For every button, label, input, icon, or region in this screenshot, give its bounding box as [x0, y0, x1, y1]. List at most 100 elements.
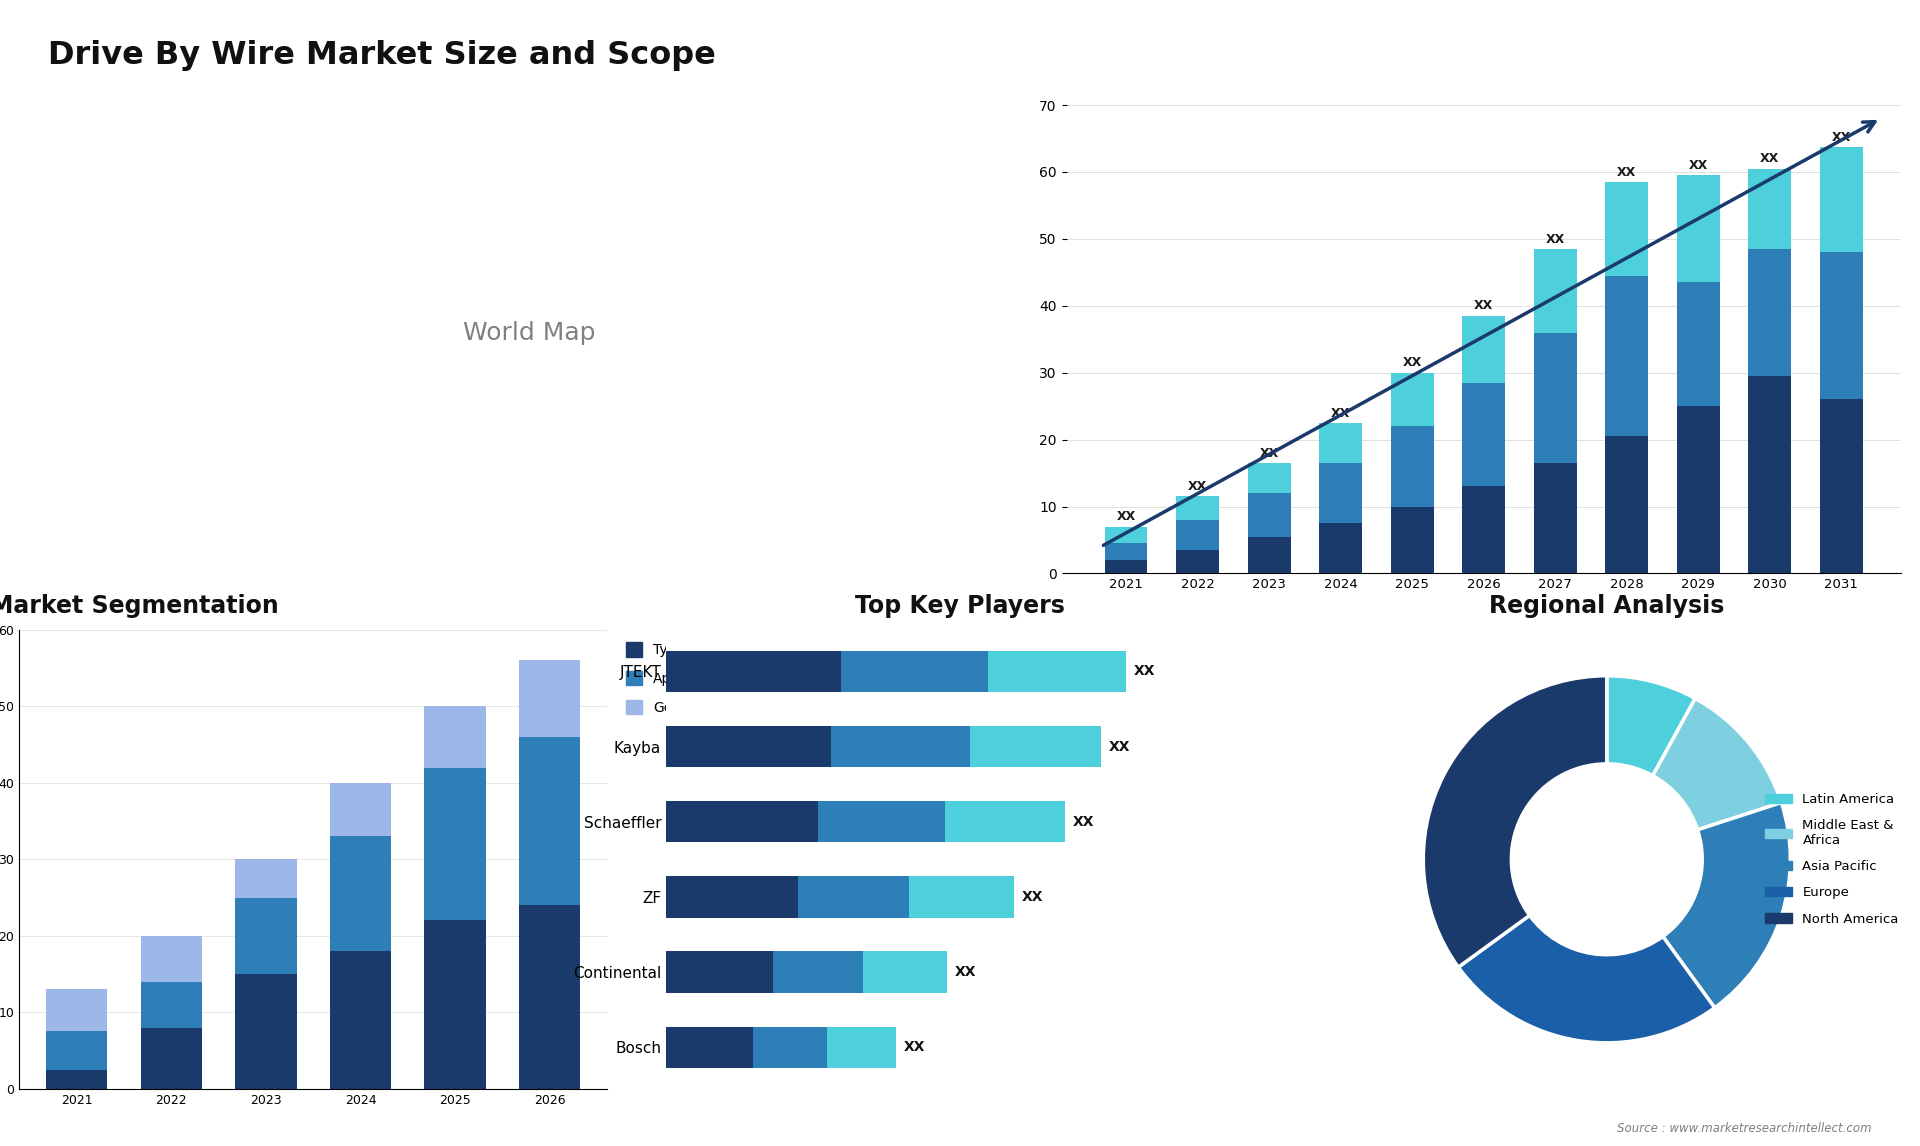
Title: Top Key Players: Top Key Players — [854, 595, 1066, 618]
Bar — [46, 989, 108, 1031]
Text: XX: XX — [1331, 407, 1350, 419]
Text: World Map: World Map — [463, 321, 595, 345]
Text: XX: XX — [1073, 815, 1094, 829]
Bar — [424, 920, 486, 1089]
Bar — [1177, 520, 1219, 550]
Title: Regional Analysis: Regional Analysis — [1490, 595, 1724, 618]
Bar — [330, 837, 392, 951]
Bar — [46, 1069, 108, 1089]
Bar — [828, 1027, 897, 1068]
Bar — [774, 951, 862, 992]
Bar — [1749, 249, 1791, 376]
Bar — [518, 660, 580, 737]
Text: XX: XX — [1260, 447, 1279, 460]
Text: MARKET
RESEARCH
INTELLECT: MARKET RESEARCH INTELLECT — [1788, 33, 1841, 68]
Wedge shape — [1423, 676, 1607, 967]
Wedge shape — [1653, 698, 1782, 830]
Text: Market Segmentation: Market Segmentation — [0, 595, 278, 618]
Bar — [1248, 493, 1290, 536]
Bar — [1534, 463, 1576, 573]
Bar — [140, 936, 202, 982]
Bar — [831, 725, 970, 767]
Bar — [1605, 276, 1647, 437]
Bar — [1104, 560, 1148, 573]
Bar — [945, 801, 1066, 842]
Bar — [1676, 175, 1720, 282]
Bar — [46, 1031, 108, 1069]
Text: XX: XX — [1546, 233, 1565, 245]
Bar — [330, 783, 392, 837]
Wedge shape — [1459, 916, 1715, 1043]
Text: XX: XX — [1617, 166, 1636, 179]
Bar — [424, 706, 486, 768]
Text: XX: XX — [904, 1041, 925, 1054]
Bar — [1820, 252, 1862, 400]
Bar — [666, 951, 774, 992]
Bar — [234, 860, 298, 897]
Wedge shape — [1607, 676, 1695, 776]
Bar — [330, 951, 392, 1089]
Text: XX: XX — [1761, 152, 1780, 165]
Text: Source : www.marketresearchintellect.com: Source : www.marketresearchintellect.com — [1617, 1122, 1872, 1135]
Legend: Latin America, Middle East &
Africa, Asia Pacific, Europe, North America: Latin America, Middle East & Africa, Asi… — [1761, 787, 1905, 931]
Bar — [1319, 524, 1361, 573]
Text: XX: XX — [1402, 356, 1423, 369]
Bar — [140, 1028, 202, 1089]
Wedge shape — [1663, 802, 1789, 1007]
Bar — [1534, 249, 1576, 332]
Bar — [1463, 383, 1505, 486]
Bar — [1605, 437, 1647, 573]
Bar — [518, 737, 580, 905]
Text: XX: XX — [1690, 159, 1709, 172]
Text: XX: XX — [1188, 480, 1208, 493]
Bar — [970, 725, 1100, 767]
Bar — [1390, 507, 1434, 573]
Bar — [910, 877, 1014, 918]
Bar — [666, 877, 799, 918]
Bar — [1534, 332, 1576, 463]
Bar — [1676, 406, 1720, 573]
Bar — [1463, 486, 1505, 573]
Bar — [1749, 376, 1791, 573]
Bar — [1319, 423, 1361, 463]
Bar — [518, 905, 580, 1089]
Legend: Type, Application, Geography: Type, Application, Geography — [620, 637, 737, 720]
Text: XX: XX — [1116, 510, 1135, 524]
Text: XX: XX — [1108, 739, 1129, 754]
Bar — [799, 877, 910, 918]
Text: XX: XX — [1832, 131, 1851, 143]
Bar — [1104, 543, 1148, 560]
Bar — [753, 1027, 828, 1068]
Bar — [140, 982, 202, 1028]
Bar — [1749, 168, 1791, 249]
Bar — [1463, 316, 1505, 383]
Bar — [1820, 400, 1862, 573]
Text: XX: XX — [1475, 299, 1494, 313]
Bar — [1177, 496, 1219, 520]
Bar — [1605, 182, 1647, 276]
Polygon shape — [1672, 39, 1763, 97]
Bar — [666, 1027, 753, 1068]
Bar — [841, 651, 989, 692]
Bar — [1248, 463, 1290, 493]
Bar — [1177, 550, 1219, 573]
Bar — [1676, 282, 1720, 406]
Bar — [1319, 463, 1361, 524]
Bar — [234, 897, 298, 974]
Bar — [1104, 527, 1148, 543]
Bar — [666, 651, 841, 692]
Bar — [666, 801, 818, 842]
Text: XX: XX — [954, 965, 977, 979]
Text: XX: XX — [1135, 665, 1156, 678]
Bar — [862, 951, 947, 992]
Bar — [666, 725, 831, 767]
Text: Drive By Wire Market Size and Scope: Drive By Wire Market Size and Scope — [48, 40, 716, 71]
Bar — [1390, 372, 1434, 426]
Bar — [989, 651, 1127, 692]
Bar — [1820, 147, 1862, 252]
Bar — [234, 974, 298, 1089]
Bar — [818, 801, 945, 842]
Bar — [424, 768, 486, 920]
Text: XX: XX — [1021, 889, 1043, 904]
Bar — [1390, 426, 1434, 507]
